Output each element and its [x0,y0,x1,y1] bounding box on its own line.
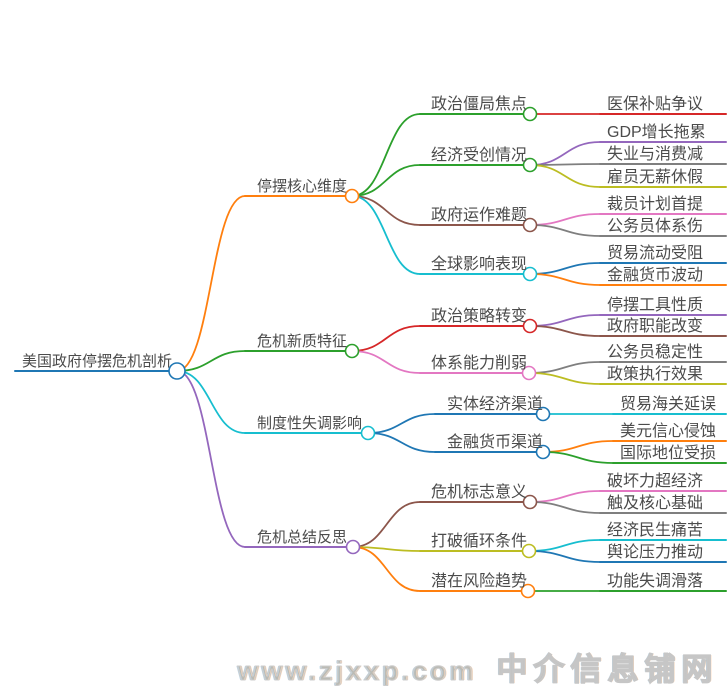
node-toggle[interactable] [535,444,551,460]
node-label[interactable]: 危机标志意义 [431,482,527,501]
node-label[interactable]: 实体经济渠道 [447,395,543,413]
node-label[interactable]: 舆论压力推动 [607,543,703,561]
node-label[interactable]: 裁员计划首提 [607,195,703,213]
branch-link [351,325,421,352]
branch-link [529,273,601,286]
branch-link [351,113,421,197]
node-toggle[interactable] [521,365,537,381]
node-toggle[interactable] [168,362,186,380]
toggles-layer [168,106,551,599]
node-label[interactable]: 政治僵局焦点 [431,95,527,113]
node-label[interactable]: 美元信心侵蚀 [620,422,716,440]
node-toggle[interactable] [360,425,376,441]
branch-link [529,164,601,188]
branch-link [542,451,614,464]
branch-link [529,141,601,166]
branch-link [528,361,601,374]
node-label[interactable]: 贸易海关延误 [620,395,716,413]
underlines-layer [14,113,727,592]
node-label[interactable]: 危机总结反思 [257,529,347,546]
node-label[interactable]: 金融货币波动 [607,266,703,284]
node-label[interactable]: 政府职能改变 [607,317,703,335]
branch-link [529,490,601,503]
node-toggle[interactable] [522,266,538,282]
node-label[interactable]: 危机新质特征 [257,333,347,350]
node-label[interactable]: 制度性失调影响 [257,415,362,432]
links-layer [176,113,614,592]
node-toggle[interactable] [521,543,537,559]
node-label[interactable]: 体系能力削弱 [431,354,527,372]
node-label[interactable]: 功能失调滑落 [607,572,703,590]
node-toggle[interactable] [345,539,361,555]
branch-link [367,413,436,434]
node-label[interactable]: 公务员稳定性 [607,343,703,361]
branch-link [351,350,421,374]
branch-link [352,501,421,548]
node-label[interactable]: 政府运作难题 [431,206,527,224]
node-toggle[interactable] [522,106,538,122]
node-label[interactable]: 金融货币渠道 [447,433,543,451]
branch-link [351,164,421,197]
node-label[interactable]: 政治策略转变 [431,307,527,325]
node-label[interactable]: 经济民生痛苦 [607,521,703,539]
branch-link [542,440,614,453]
node-toggle[interactable] [522,157,538,173]
node-label[interactable]: 医保补贴争议 [607,95,703,113]
node-label[interactable]: 政策执行效果 [607,365,703,383]
node-toggle[interactable] [522,318,538,334]
branch-link [351,195,421,226]
branch-link [529,325,601,337]
node-label[interactable]: 失业与消费减 [607,145,703,163]
branch-link [352,546,421,592]
node-label[interactable]: 潜在风险趋势 [431,572,527,590]
node-label[interactable]: 打破循环条件 [431,532,527,550]
branch-link [529,224,601,237]
branch-link [176,195,246,372]
node-toggle[interactable] [535,406,551,422]
node-label[interactable]: 破坏力超经济 [607,472,703,490]
node-label[interactable]: 公务员体系伤 [607,217,703,235]
branch-link [528,550,601,563]
node-label[interactable]: 雇员无薪休假 [607,168,703,186]
branch-link [351,195,421,275]
node-label[interactable]: 美国政府停摆危机剖析 [22,353,172,370]
node-label[interactable]: 停摆核心维度 [257,178,347,195]
node-label[interactable]: GDP增长拖累 [607,123,706,141]
node-label[interactable]: 国际地位受损 [620,444,716,462]
branch-link [529,262,601,275]
branch-link [367,432,436,453]
branch-link [529,213,601,226]
node-label[interactable]: 经济受创情况 [431,146,527,164]
branch-link [352,546,421,552]
node-label[interactable]: 全球影响表现 [431,255,527,273]
node-toggle[interactable] [522,217,538,233]
branch-link [528,539,601,552]
node-label[interactable]: 停摆工具性质 [607,296,703,314]
branch-link [176,350,246,372]
branch-link [529,501,601,514]
branch-link [176,370,246,434]
node-toggle[interactable] [520,583,536,599]
branch-link [529,314,601,327]
node-toggle[interactable] [522,494,538,510]
branch-link [176,370,246,548]
branch-link [529,163,601,166]
node-toggle[interactable] [344,188,360,204]
branch-link [528,372,601,385]
node-toggle[interactable] [344,343,360,359]
node-label[interactable]: 触及核心基础 [607,494,703,512]
node-label[interactable]: 贸易流动受阻 [607,244,703,262]
